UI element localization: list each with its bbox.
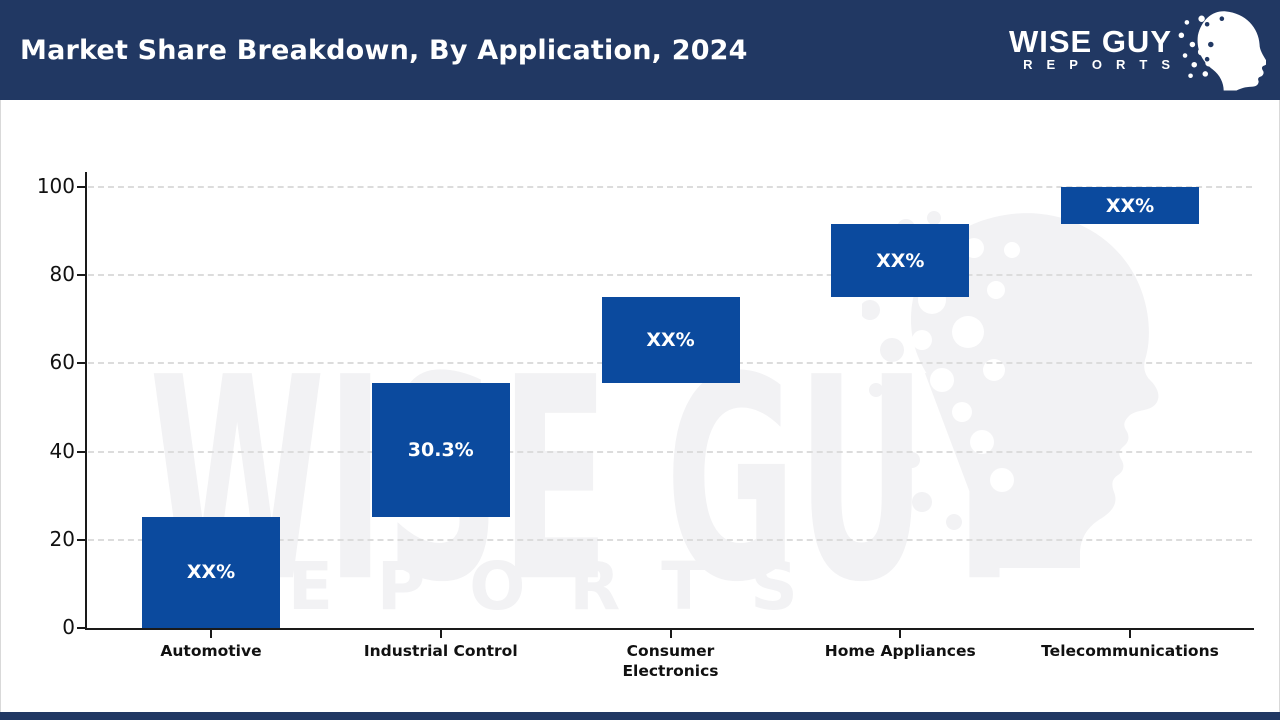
y-axis-tick: [77, 450, 85, 453]
y-tick-label: 0: [62, 615, 75, 639]
bar-automotive: XX%: [142, 516, 280, 628]
bar-value-label: XX%: [1105, 194, 1155, 217]
y-tick-label: 60: [49, 350, 75, 375]
y-axis-tick: [77, 186, 85, 188]
grid-line: [88, 274, 1252, 277]
watermark-subtitle: REPORTS: [193, 548, 842, 625]
x-axis-line: [85, 628, 1254, 630]
bar-telecommunications: XX%: [1061, 187, 1199, 225]
x-category-label: Telecommunications: [1015, 641, 1245, 661]
y-axis-tick: [77, 538, 85, 541]
grid-line: [88, 450, 1252, 453]
y-axis-tick: [77, 362, 85, 365]
x-category-label-line: Automotive: [160, 642, 262, 660]
y-tick-label: 100: [36, 174, 75, 198]
brand-logo-text: WISE GUY REPORTS: [1008, 24, 1172, 73]
y-tick-label: 20: [49, 526, 75, 551]
y-axis-line: [85, 172, 87, 630]
grid-line: [88, 186, 1252, 188]
bar-value-label: 30.3%: [407, 439, 474, 462]
bar-value-label: XX%: [646, 329, 695, 352]
bar-value-label: XX%: [186, 561, 236, 584]
x-category-label: Consumer Electronics: [556, 641, 786, 681]
y-tick-label: 80: [49, 262, 75, 287]
header: Market Share Breakdown, By Application, …: [0, 0, 1280, 100]
logo-subtitle: REPORTS: [1023, 57, 1184, 72]
brand-logo: WISE GUY REPORTS: [1009, 6, 1266, 94]
x-category-label-line: Home Appliances: [824, 642, 976, 660]
x-category-label-line: Industrial Control: [363, 642, 518, 660]
x-category-label-line: Consumer: [626, 642, 715, 660]
y-tick-label: 40: [49, 438, 75, 463]
bar-industrial-control: 30.3%: [371, 383, 510, 517]
y-axis-tick: [77, 274, 85, 277]
x-category-label-line: Electronics: [622, 662, 719, 680]
x-category-label: Home Appliances: [785, 641, 1015, 661]
x-category-label-line: Telecommunications: [1041, 642, 1219, 660]
x-axis-tick: [899, 630, 902, 638]
y-axis-tick: [77, 627, 85, 629]
x-axis-tick: [1129, 630, 1131, 638]
x-category-label: Automotive: [96, 641, 326, 661]
logo-wordmark: WISE GUY: [1008, 24, 1172, 59]
x-axis-tick: [669, 630, 672, 638]
grid-line: [88, 538, 1252, 541]
footer-bar: [0, 712, 1280, 720]
x-category-label: Industrial Control: [326, 641, 556, 661]
x-axis-tick: [210, 630, 212, 638]
page-title: Market Share Breakdown, By Application, …: [20, 34, 748, 66]
dotted-head-profile-icon: [1178, 11, 1266, 91]
x-axis-tick: [439, 630, 442, 638]
bar-value-label: XX%: [876, 249, 925, 272]
bar-consumer-electronics: XX%: [601, 297, 740, 384]
bar-home-appliances: XX%: [831, 224, 970, 298]
